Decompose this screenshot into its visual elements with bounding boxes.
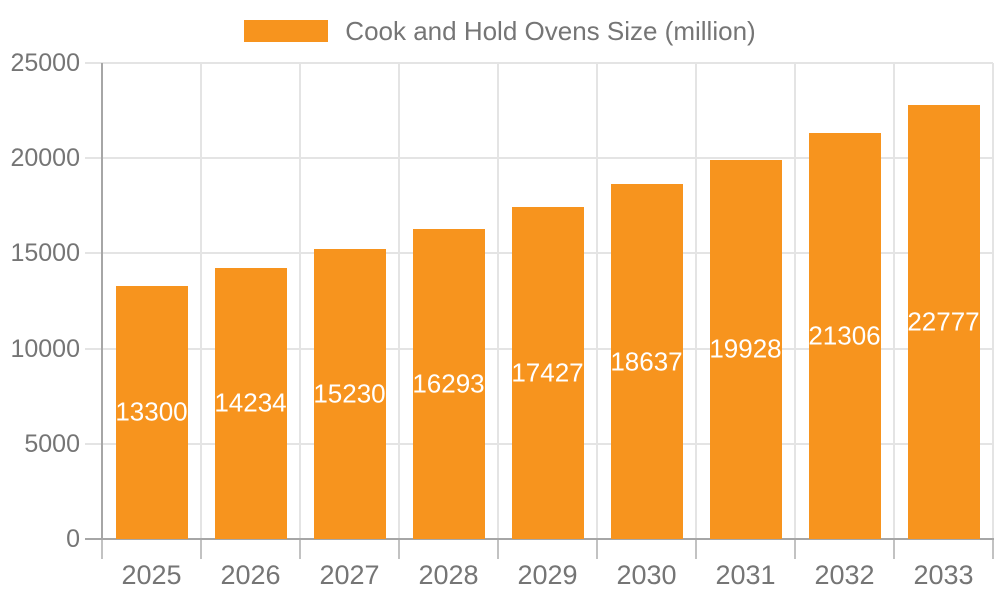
bar-value-label: 17427 (511, 357, 584, 388)
y-axis-tick (85, 157, 102, 160)
bar-value-label: 21306 (808, 320, 881, 351)
bar (610, 184, 683, 539)
bar (115, 285, 188, 539)
y-axis-tick (85, 252, 102, 255)
x-axis-label: 2026 (220, 560, 281, 590)
bar (412, 228, 485, 539)
y-axis-label: 15000 (10, 239, 80, 268)
x-axis-tick (695, 539, 697, 559)
x-axis-label: 2033 (913, 560, 974, 590)
bar-value-label: 15230 (313, 378, 386, 409)
legend: Cook and Hold Ovens Size (million) (0, 16, 1000, 46)
x-axis-tick (992, 539, 994, 559)
y-axis-label: 10000 (10, 334, 80, 363)
x-axis-tick (893, 539, 895, 559)
bar (511, 207, 584, 539)
x-gridline (200, 63, 202, 539)
x-axis-label: 2025 (121, 560, 182, 590)
bar (214, 267, 287, 539)
x-axis-tick (200, 539, 202, 559)
x-axis-label: 2032 (814, 560, 875, 590)
y-gridline (102, 157, 993, 160)
x-axis-label: 2027 (319, 560, 380, 590)
x-axis-tick (398, 539, 400, 559)
x-axis-label: 2031 (715, 560, 776, 590)
bar (808, 133, 881, 539)
x-gridline (497, 63, 499, 539)
bar-value-label: 19928 (709, 333, 782, 364)
y-axis-label: 25000 (10, 49, 80, 77)
y-axis-label: 5000 (24, 429, 80, 458)
y-axis-line (101, 63, 103, 539)
y-gridline (102, 62, 993, 64)
bar (907, 105, 980, 539)
x-axis-label: 2029 (517, 560, 578, 590)
x-gridline (893, 63, 895, 539)
x-axis-tick (101, 539, 103, 559)
bar-value-label: 13300 (115, 396, 188, 427)
bar-value-label: 22777 (907, 306, 980, 337)
x-axis-tick (596, 539, 598, 559)
x-gridline (695, 63, 697, 539)
legend-label: Cook and Hold Ovens Size (million) (345, 16, 756, 46)
x-axis-tick (497, 539, 499, 559)
x-gridline (794, 63, 796, 539)
x-axis-label: 2030 (616, 560, 677, 590)
x-gridline (992, 63, 994, 539)
bar-value-label: 16293 (412, 368, 485, 399)
y-axis-tick (85, 442, 102, 445)
bar-value-label: 18637 (610, 346, 683, 377)
legend-swatch (244, 20, 329, 42)
x-axis-label: 2028 (418, 560, 479, 590)
x-axis-tick (794, 539, 796, 559)
bar-value-label: 14234 (214, 387, 287, 418)
y-axis-label: 0 (66, 525, 80, 553)
y-axis-label: 20000 (10, 144, 80, 173)
x-gridline (398, 63, 400, 539)
y-axis-tick (85, 347, 102, 350)
y-axis-tick (85, 538, 102, 540)
x-gridline (299, 63, 301, 539)
x-axis-tick (299, 539, 301, 559)
bar (313, 249, 386, 539)
x-gridline (596, 63, 598, 539)
bar (709, 159, 782, 539)
x-axis-line (101, 538, 994, 540)
y-axis-tick (85, 62, 102, 64)
